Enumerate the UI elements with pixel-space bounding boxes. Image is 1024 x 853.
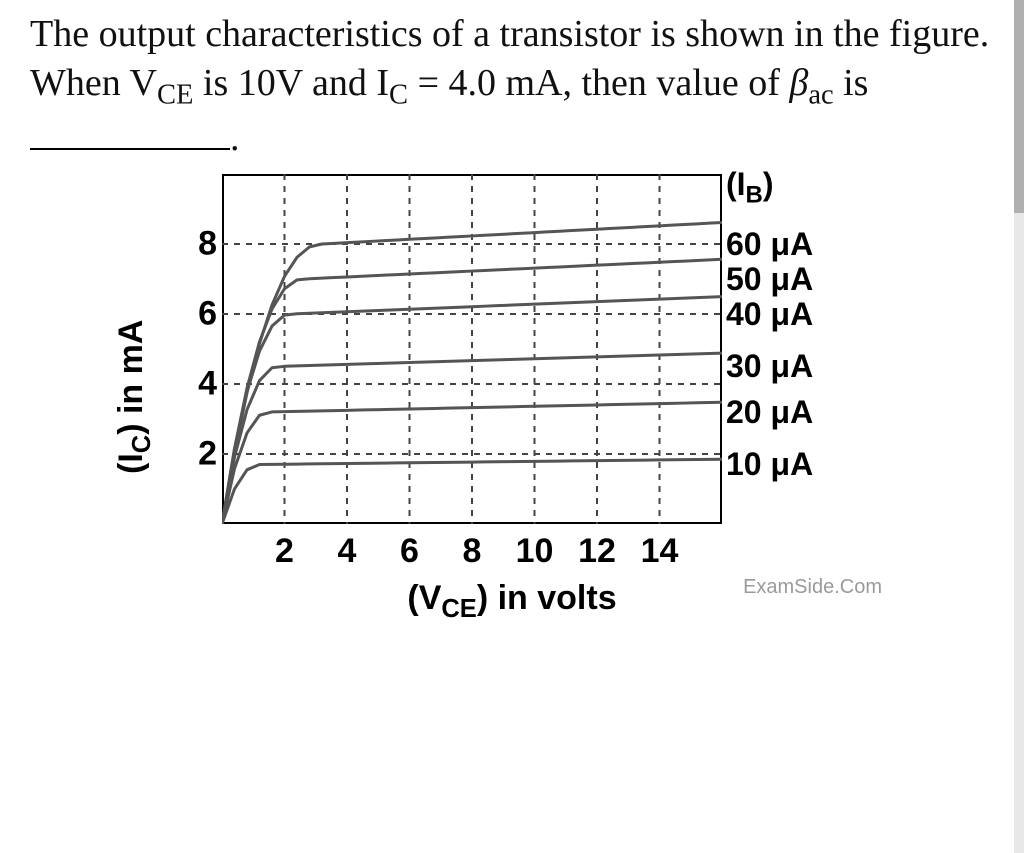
q-line2-mid2: = 4.0 mA, then value of <box>408 62 789 104</box>
ib-curve-label: 60 μA <box>726 224 813 264</box>
y-axis-label: (IC) in mA <box>112 319 157 473</box>
x-tick: 14 <box>641 532 679 571</box>
x-tick: 12 <box>578 532 616 571</box>
y-tick: 6 <box>198 294 217 333</box>
scrollbar[interactable] <box>1014 0 1024 853</box>
scrollbar-thumb[interactable] <box>1014 0 1024 213</box>
beta-sub: ac <box>808 80 833 111</box>
y-tick: 8 <box>198 224 217 263</box>
ib-curve-label: 30 μA <box>726 346 813 386</box>
ib-curve-label: 50 μA <box>726 259 813 299</box>
x-tick: 8 <box>463 532 482 571</box>
ib-curve-label: 40 μA <box>726 294 813 334</box>
q-line2-suffix: is <box>834 62 869 104</box>
x-tick: 10 <box>516 532 554 571</box>
q-line1: The output characteristics of a transist… <box>30 13 989 55</box>
transistor-output-chart <box>222 174 722 524</box>
x-tick: 4 <box>338 532 357 571</box>
plot-and-right: (IB) 60 μA50 μA40 μA30 μA20 μA10 μA <box>222 174 866 524</box>
x-tick: 2 <box>275 532 294 571</box>
y-tick: 4 <box>198 364 217 403</box>
vce-sub: CE <box>157 80 193 111</box>
y-tick: 2 <box>198 434 217 473</box>
watermark: ExamSide.Com <box>743 576 882 599</box>
beta: β <box>789 62 808 104</box>
ib-curve-label: 20 μA <box>726 392 813 432</box>
q-line2-prefix: When V <box>30 62 157 104</box>
ib-title: (IB) <box>726 166 774 206</box>
figure-area: (IC) in mA 2468 (IB) 60 μA50 μA40 μA30 μ… <box>122 174 902 654</box>
x-tick: 6 <box>400 532 419 571</box>
ib-curve-label: 10 μA <box>726 444 813 484</box>
q-line2-mid1: is 10V and I <box>193 62 389 104</box>
ic-sub: C <box>389 80 408 111</box>
ib-labels: (IB) 60 μA50 μA40 μA30 μA20 μA10 μA <box>726 174 866 524</box>
question-text: The output characteristics of a transist… <box>30 10 994 164</box>
answer-blank[interactable] <box>30 114 230 150</box>
page: The output characteristics of a transist… <box>0 0 1024 853</box>
